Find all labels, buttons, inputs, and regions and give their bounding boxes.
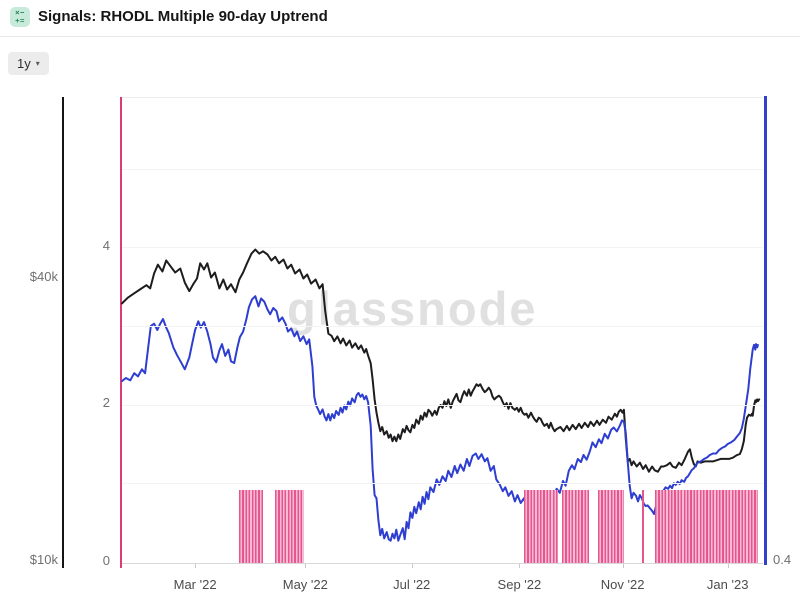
uptrend-signal-bars — [597, 490, 625, 563]
price-axis-label-10k: $10k — [29, 552, 58, 567]
x-tick-label: May '22 — [282, 577, 328, 592]
uptrend-signal-bars — [523, 490, 558, 563]
gridline — [122, 168, 763, 170]
icon-glyph-row: ×− — [15, 8, 25, 17]
rhodl-axis-label-0: 0 — [102, 553, 110, 568]
price-axis-line — [62, 97, 64, 568]
x-axis-tick — [622, 564, 624, 568]
x-tick-label: Jan '23 — [706, 577, 749, 592]
timeframe-select[interactable]: 1y ▾ — [8, 52, 49, 75]
signal-axis-line — [120, 97, 122, 568]
x-tick-label: Jul '22 — [393, 577, 431, 592]
rhodl-multiple-line — [121, 295, 759, 542]
x-axis-tick — [305, 564, 307, 568]
x-tick-label: Mar '22 — [173, 577, 217, 592]
chart-canvas — [121, 248, 761, 542]
rhodl-axis-label-4: 4 — [102, 238, 110, 253]
x-axis-tick — [195, 564, 197, 568]
uptrend-signal-bars — [641, 490, 644, 563]
header-divider — [0, 36, 800, 37]
x-tick-label: Sep '22 — [497, 577, 542, 592]
price-line — [121, 248, 761, 473]
x-axis-tick — [519, 564, 521, 568]
header: ×− += Signals: RHODL Multiple 90-day Upt… — [0, 0, 800, 36]
rhodl-axis-label-2: 2 — [102, 395, 110, 410]
uptrend-signal-bars — [239, 490, 263, 563]
x-axis-tick — [727, 564, 729, 568]
gridline — [122, 483, 763, 485]
gridline — [122, 247, 763, 249]
uptrend-signal-bars — [561, 490, 589, 563]
icon-glyph-row: += — [15, 16, 25, 25]
plot-area[interactable] — [121, 97, 763, 568]
right-axis-label: 0.4 — [773, 552, 792, 567]
signals-metric-icon: ×− += — [10, 7, 30, 27]
uptrend-signal-bars — [654, 490, 758, 563]
price-axis-label-40k: $40k — [29, 269, 58, 284]
page-title: Signals: RHODL Multiple 90-day Uptrend — [38, 8, 328, 25]
timeframe-value: 1y — [17, 56, 31, 71]
uptrend-signal-bars — [275, 490, 304, 563]
chevron-down-icon: ▾ — [35, 59, 40, 68]
x-axis-tick — [411, 564, 413, 568]
gridline — [122, 326, 763, 328]
gridline — [122, 404, 763, 406]
rhodl-axis-line — [764, 96, 767, 565]
x-tick-label: Nov '22 — [600, 577, 645, 592]
